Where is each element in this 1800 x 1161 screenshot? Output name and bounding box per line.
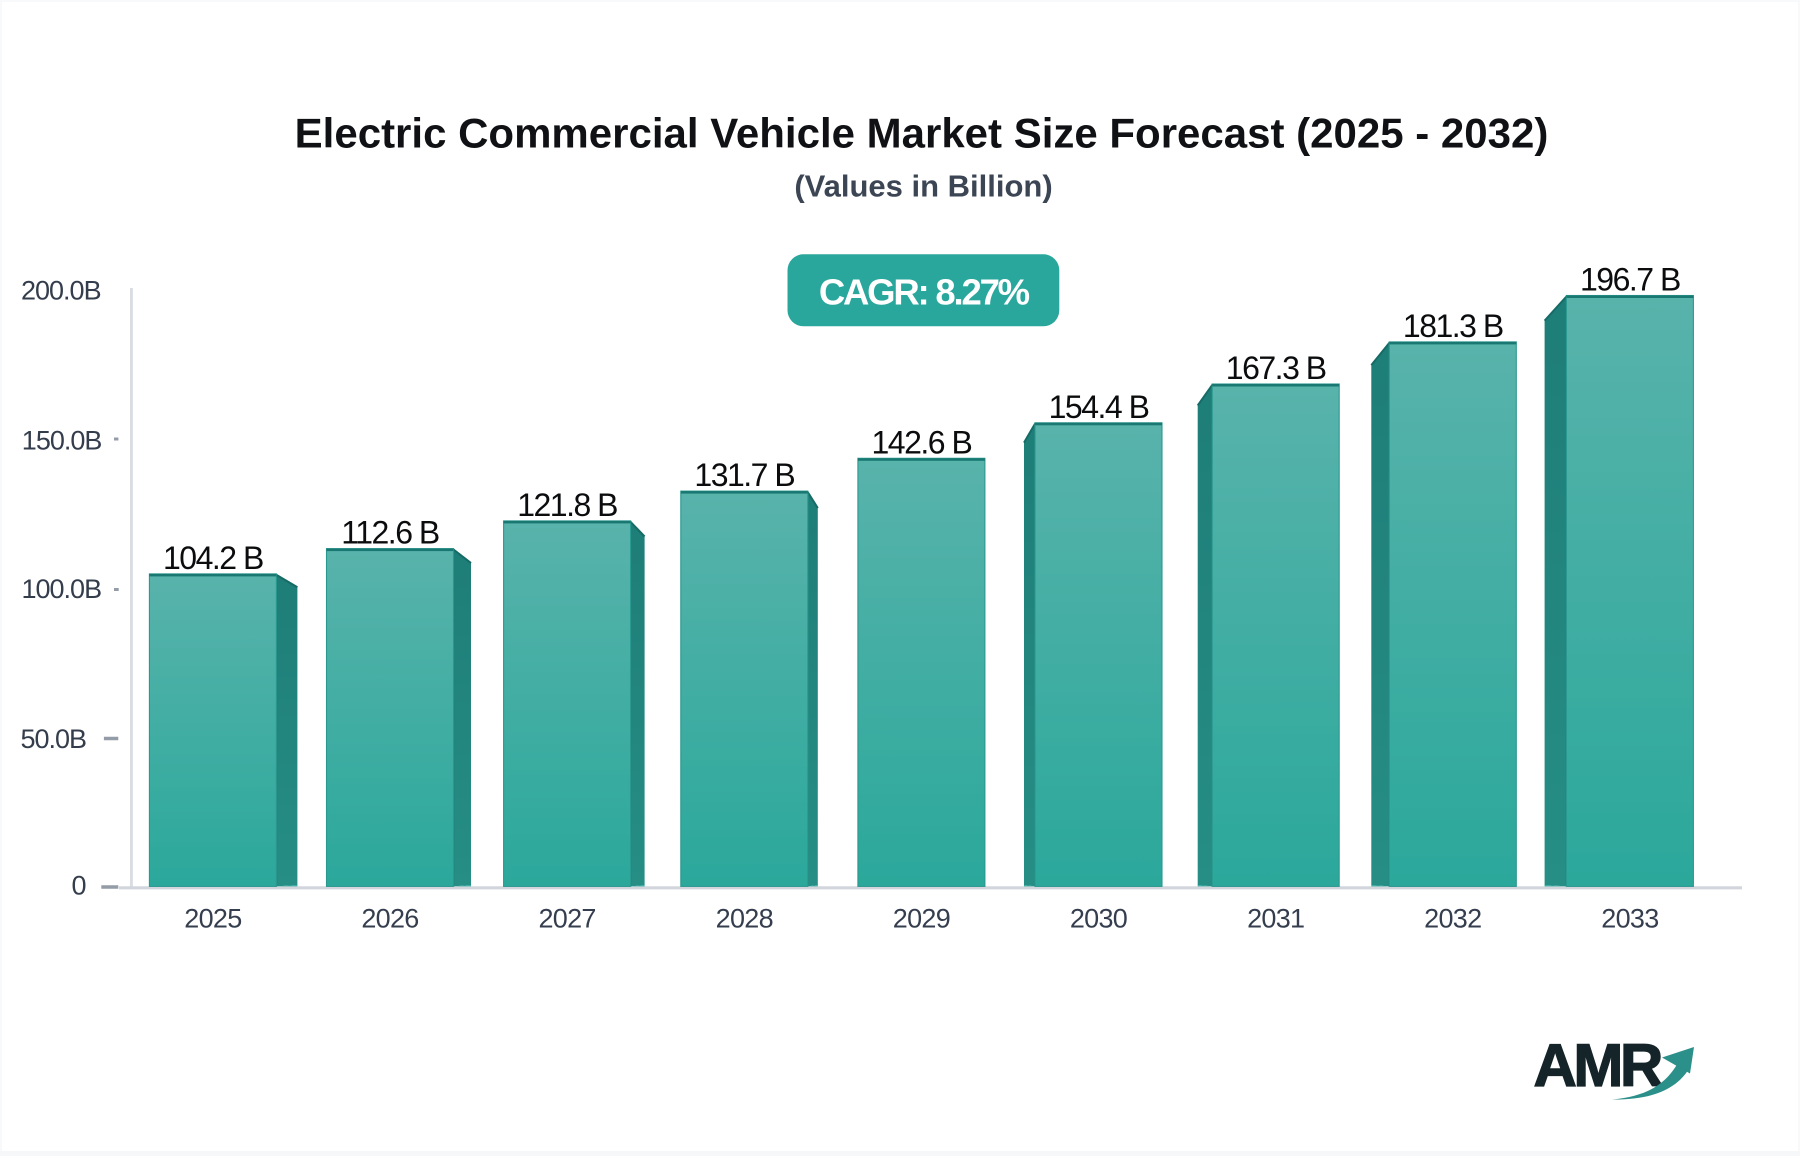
svg-text:181.3 B: 181.3 B [1403,308,1503,344]
svg-text:142.6 B: 142.6 B [871,424,971,460]
svg-text:112.6 B: 112.6 B [341,515,439,551]
svg-text:Electric Commercial Vehicle Ma: Electric Commercial Vehicle Market Size … [295,110,1549,157]
svg-text:100.0B: 100.0B [22,574,102,604]
svg-text:2026: 2026 [361,904,418,934]
svg-text:CAGR: 8.27%: CAGR: 8.27% [819,271,1030,312]
svg-text:154.4 B: 154.4 B [1049,389,1149,425]
svg-text:2028: 2028 [716,904,773,934]
svg-text:2033: 2033 [1601,904,1658,934]
svg-text:121.8 B: 121.8 B [517,487,617,523]
svg-text:2030: 2030 [1070,904,1127,934]
svg-text:2032: 2032 [1424,904,1481,934]
svg-text:2031: 2031 [1247,904,1304,934]
svg-text:196.7 B: 196.7 B [1580,262,1680,298]
svg-text:2027: 2027 [538,904,595,934]
svg-text:2029: 2029 [893,904,950,934]
svg-text:200.0B: 200.0B [21,275,101,305]
svg-text:150.0B: 150.0B [22,426,102,456]
svg-text:50.0B: 50.0B [20,724,86,754]
svg-text:AMR: AMR [1534,1032,1664,1099]
svg-text:2025: 2025 [184,904,241,934]
svg-text:0: 0 [71,871,85,901]
svg-text:167.3 B: 167.3 B [1226,350,1326,386]
svg-text:131.7 B: 131.7 B [694,457,794,493]
svg-text:(Values in Billion): (Values in Billion) [794,168,1052,203]
svg-text:104.2 B: 104.2 B [163,540,263,576]
